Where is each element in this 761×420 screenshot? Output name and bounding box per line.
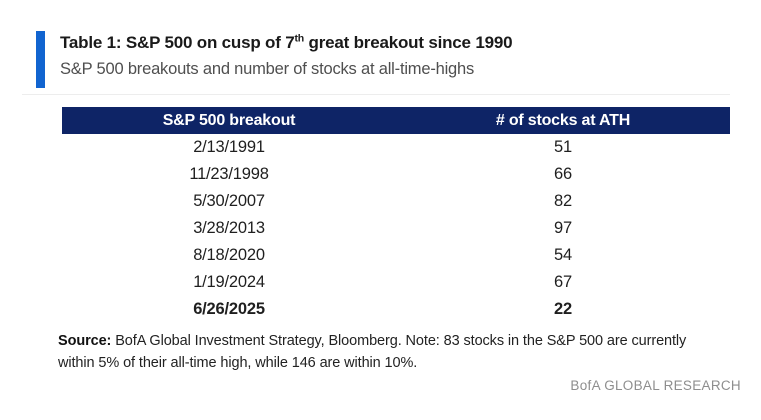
table-row-highlighted: 6/26/2025 22 — [62, 296, 730, 323]
source-label: Source: — [58, 333, 112, 349]
title-text-tail: great breakout since 1990 — [304, 33, 513, 52]
ath-count: 54 — [554, 246, 572, 264]
ath-count: 82 — [554, 192, 572, 210]
ath-count: 51 — [554, 138, 572, 156]
breakouts-table: S&P 500 breakout # of stocks at ATH 2/13… — [62, 107, 730, 323]
breakout-date: 6/26/2025 — [193, 300, 265, 318]
ath-count: 66 — [554, 165, 572, 183]
source-text: BofA Global Investment Strategy, Bloombe… — [58, 333, 687, 371]
source-note: Source: BofA Global Investment Strategy,… — [58, 330, 706, 374]
exhibit-subtitle: S&P 500 breakouts and number of stocks a… — [60, 60, 475, 78]
table-row: 1/19/2024 67 — [62, 269, 730, 296]
breakout-date: 8/18/2020 — [193, 246, 265, 264]
title-accent-bar — [36, 31, 45, 88]
breakout-date: 1/19/2024 — [193, 273, 265, 291]
bofa-global-research-brand: BofA GLOBAL RESEARCH — [570, 378, 741, 393]
column-header-breakout: S&P 500 breakout — [162, 112, 296, 129]
table-row: 11/23/1998 66 — [62, 161, 730, 188]
breakout-date: 2/13/1991 — [193, 138, 265, 156]
title-text: Table 1: S&P 500 on cusp of 7 — [60, 33, 295, 52]
exhibit-header: Table 1: S&P 500 on cusp of 7th great br… — [60, 30, 720, 81]
table-row: 8/18/2020 54 — [62, 242, 730, 269]
table-row: 3/28/2013 97 — [62, 215, 730, 242]
ath-count: 67 — [554, 273, 572, 291]
header-divider-line — [22, 94, 730, 95]
column-header-ath: # of stocks at ATH — [495, 112, 631, 129]
table-header-row: S&P 500 breakout # of stocks at ATH — [62, 107, 730, 134]
table-row: 5/30/2007 82 — [62, 188, 730, 215]
ath-count: 22 — [554, 300, 572, 318]
breakout-date: 11/23/1998 — [189, 165, 269, 183]
breakout-date: 5/30/2007 — [193, 192, 265, 210]
ath-count: 97 — [554, 219, 572, 237]
exhibit-title: Table 1: S&P 500 on cusp of 7th great br… — [60, 30, 720, 55]
breakout-date: 3/28/2013 — [193, 219, 265, 237]
table-row: 2/13/1991 51 — [62, 134, 730, 161]
title-superscript: th — [294, 32, 304, 45]
